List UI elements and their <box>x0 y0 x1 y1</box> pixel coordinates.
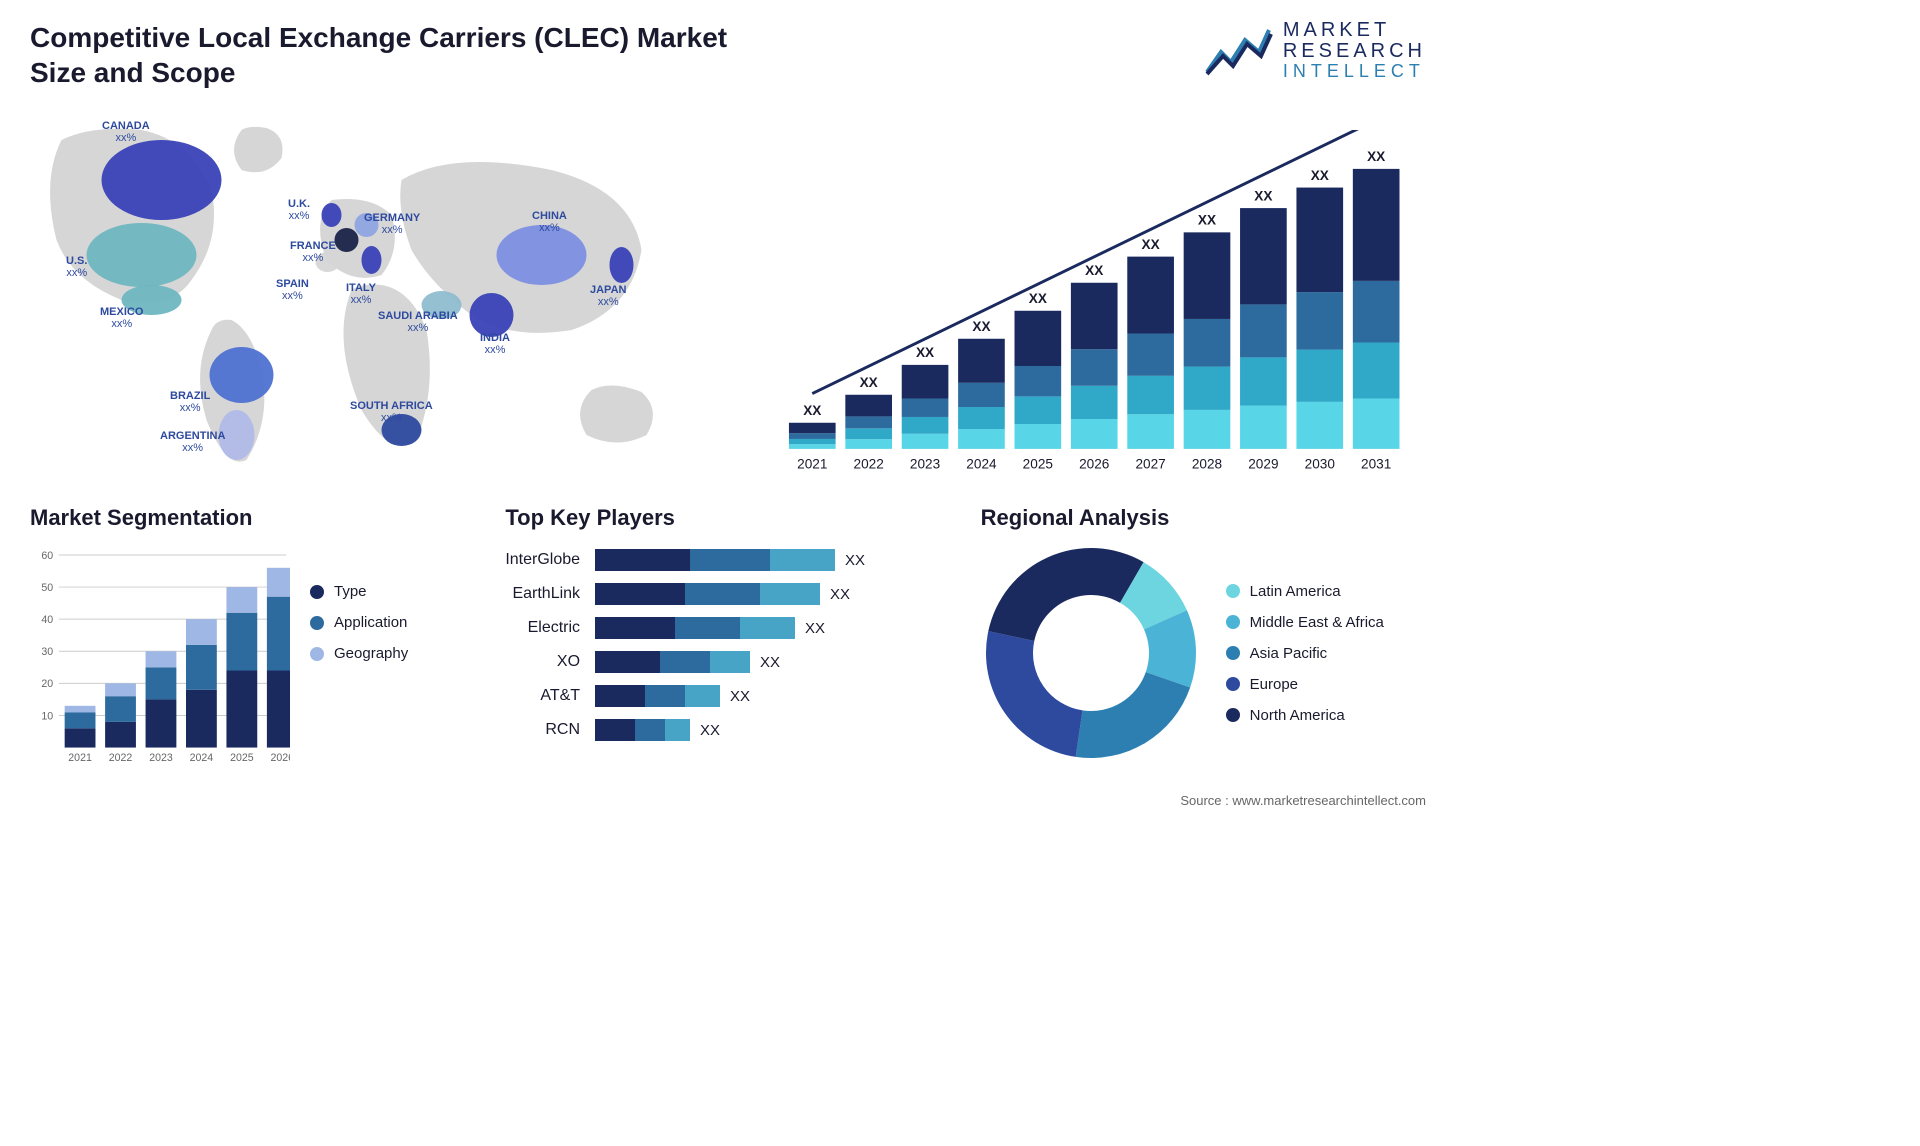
player-label-electric: Electric <box>505 617 580 639</box>
map-label-brazil: BRAZILxx% <box>170 390 210 414</box>
players-panel: Top Key Players InterGlobe EarthLink Elect… <box>505 505 950 773</box>
svg-text:2029: 2029 <box>1248 456 1278 471</box>
growth-chart: XX 2021 XX 2022 XX 2023 XX 2024 XX 2025 XX 2026 XX 20… <box>743 100 1426 480</box>
map-label-india: INDIAxx% <box>480 332 510 356</box>
svg-text:2022: 2022 <box>109 752 133 764</box>
svg-text:10: 10 <box>41 710 53 722</box>
svg-text:XX: XX <box>916 345 934 360</box>
player-bar-electric: XX <box>595 617 951 639</box>
svg-text:2026: 2026 <box>1079 456 1109 471</box>
svg-text:XX: XX <box>1142 237 1160 252</box>
map-label-south-africa: SOUTH AFRICAxx% <box>350 400 433 424</box>
svg-text:XX: XX <box>972 319 990 334</box>
players-labels: InterGlobe EarthLink Electric XO AT&T RCN <box>505 543 580 741</box>
map-label-u-k-: U.K.xx% <box>288 198 310 222</box>
segmentation-chart: 10 20 30 40 50 60 2021 2022 2023 2024 2025 2026 <box>30 543 290 773</box>
player-bar-rcn: XX <box>595 719 951 741</box>
seg-legend-type: Type <box>310 583 408 600</box>
regional-title: Regional Analysis <box>981 505 1426 531</box>
svg-text:50: 50 <box>41 582 53 594</box>
logo-line3: INTELLECT <box>1283 62 1426 81</box>
map-label-mexico: MEXICOxx% <box>100 306 143 330</box>
svg-text:2026: 2026 <box>271 752 290 764</box>
svg-text:30: 30 <box>41 646 53 658</box>
svg-text:2021: 2021 <box>68 752 92 764</box>
player-bar-interglobe: XX <box>595 549 951 571</box>
segmentation-panel: Market Segmentation 10 20 30 40 50 60 2021 2022… <box>30 505 475 773</box>
regional-legend: Latin America Middle East & Africa Asia Pa… <box>1226 583 1384 724</box>
svg-text:2022: 2022 <box>854 456 884 471</box>
map-label-saudi-arabia: SAUDI ARABIAxx% <box>378 310 458 334</box>
page-title: Competitive Local Exchange Carriers (CLE… <box>30 20 790 90</box>
svg-text:XX: XX <box>1198 213 1216 228</box>
source-line: Source : www.marketresearchintellect.com <box>1180 793 1426 808</box>
segmentation-legend: Type Application Geography <box>310 543 408 773</box>
svg-text:2025: 2025 <box>1023 456 1053 471</box>
player-bar-earthlink: XX <box>595 583 951 605</box>
logo-line2: RESEARCH <box>1283 41 1426 62</box>
svg-text:XX: XX <box>1311 168 1329 183</box>
seg-legend-geography: Geography <box>310 645 408 662</box>
svg-text:2027: 2027 <box>1135 456 1165 471</box>
svg-text:XX: XX <box>1254 188 1272 203</box>
svg-text:2023: 2023 <box>910 456 940 471</box>
seg-legend-application: Application <box>310 614 408 631</box>
svg-text:2024: 2024 <box>190 752 214 764</box>
map-label-u-s-: U.S.xx% <box>66 255 87 279</box>
player-label-earthlink: EarthLink <box>505 583 580 605</box>
player-label-at-t: AT&T <box>505 685 580 707</box>
svg-text:XX: XX <box>860 375 878 390</box>
region-legend-latin-america: Latin America <box>1226 583 1384 600</box>
world-map: CANADAxx% U.S.xx% MEXICOxx% BRAZILxx% ARGENT… <box>30 100 713 480</box>
region-legend-middle-east-africa: Middle East & Africa <box>1226 614 1384 631</box>
map-label-france: FRANCExx% <box>290 240 336 264</box>
svg-text:XX: XX <box>1367 149 1385 164</box>
svg-text:XX: XX <box>1029 291 1047 306</box>
region-legend-asia-pacific: Asia Pacific <box>1226 645 1384 662</box>
logo-line1: MARKET <box>1283 20 1426 41</box>
map-label-canada: CANADAxx% <box>102 120 150 144</box>
player-label-xo: XO <box>505 651 580 673</box>
regional-panel: Regional Analysis Latin America Middle Ea… <box>981 505 1426 773</box>
players-bars: XX XX XX XX XX XX <box>595 543 951 741</box>
brand-logo: MARKET RESEARCH INTELLECT <box>1203 20 1426 81</box>
svg-text:XX: XX <box>803 403 821 418</box>
svg-text:2030: 2030 <box>1305 456 1336 471</box>
players-title: Top Key Players <box>505 505 950 531</box>
player-label-interglobe: InterGlobe <box>505 549 580 571</box>
svg-text:2031: 2031 <box>1361 456 1391 471</box>
svg-text:2025: 2025 <box>230 752 254 764</box>
player-label-rcn: RCN <box>505 719 580 741</box>
map-label-china: CHINAxx% <box>532 210 567 234</box>
svg-text:2021: 2021 <box>797 456 827 471</box>
player-bar-xo: XX <box>595 651 951 673</box>
map-label-argentina: ARGENTINAxx% <box>160 430 225 454</box>
svg-text:20: 20 <box>41 678 53 690</box>
svg-text:2023: 2023 <box>149 752 173 764</box>
map-label-germany: GERMANYxx% <box>364 212 420 236</box>
region-legend-europe: Europe <box>1226 676 1384 693</box>
map-label-spain: SPAINxx% <box>276 278 309 302</box>
region-legend-north-america: North America <box>1226 707 1384 724</box>
svg-text:2024: 2024 <box>966 456 997 471</box>
player-bar-at-t: XX <box>595 685 951 707</box>
map-label-japan: JAPANxx% <box>590 284 626 308</box>
svg-text:40: 40 <box>41 614 53 626</box>
svg-text:60: 60 <box>41 550 53 562</box>
regional-donut <box>981 543 1201 763</box>
segmentation-title: Market Segmentation <box>30 505 475 531</box>
svg-text:XX: XX <box>1085 263 1103 278</box>
map-label-italy: ITALYxx% <box>346 282 376 306</box>
svg-text:2028: 2028 <box>1192 456 1222 471</box>
